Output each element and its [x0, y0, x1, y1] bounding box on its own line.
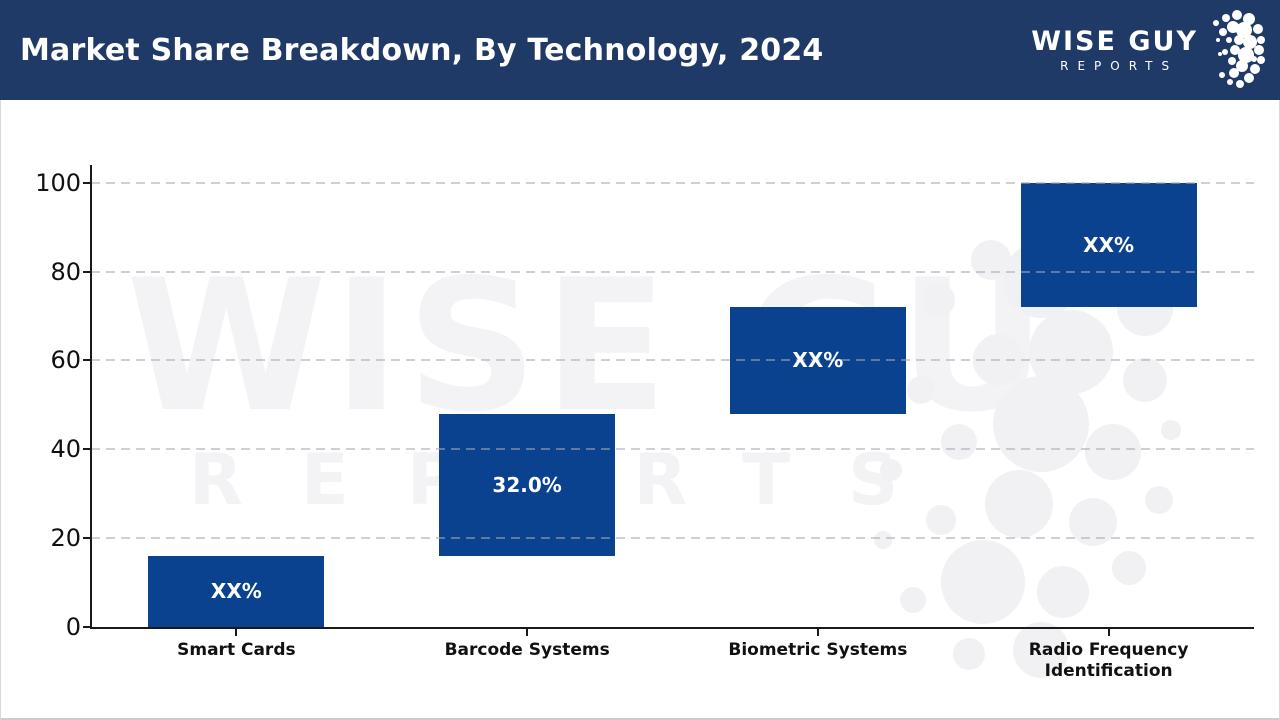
y-gridline [91, 181, 1254, 184]
y-axis-line [90, 165, 92, 629]
y-tick-mark [83, 181, 91, 184]
y-gridline [91, 448, 1254, 451]
y-tick-mark [83, 270, 91, 273]
y-gridline [91, 270, 1254, 273]
y-tick-mark [83, 359, 91, 362]
chart-title: Market Share Breakdown, By Technology, 2… [20, 32, 824, 68]
bar-2 [439, 413, 616, 556]
bar-1 [148, 555, 325, 627]
y-tick-label: 40 [50, 435, 81, 464]
brand-name-text: WISE GUY [1031, 26, 1198, 57]
y-tick-mark [83, 448, 91, 451]
y-tick-label: 0 [65, 613, 81, 641]
x-category-label: Radio Frequency Identification [1028, 640, 1189, 682]
bar-value-label: 32.0% [492, 472, 562, 497]
bar-value-label: XX% [792, 348, 844, 373]
bar-value-label: XX% [210, 579, 262, 604]
x-tick-mark [1107, 628, 1110, 636]
x-axis-line [90, 627, 1254, 629]
x-category-label: Barcode Systems [444, 640, 610, 660]
bar-value-label: XX% [1083, 232, 1135, 257]
bar-4 [1020, 182, 1197, 308]
x-category-label: Smart Cards [177, 640, 296, 660]
x-tick-mark [816, 628, 819, 636]
y-tick-mark [83, 626, 91, 628]
x-tick-mark [526, 628, 529, 636]
brand-logo: WISE GUY REPORTS [1031, 9, 1266, 91]
y-tick-mark [83, 537, 91, 540]
y-tick-label: 20 [50, 524, 81, 553]
brand-wordmark: WISE GUY REPORTS [1031, 28, 1198, 72]
y-tick-label: 100 [35, 168, 81, 197]
logo-head-icon [1213, 10, 1265, 88]
brand-subtitle-text: REPORTS [1060, 59, 1179, 73]
x-category-label: Biometric Systems [728, 640, 908, 660]
y-tick-label: 60 [50, 346, 81, 375]
y-tick-label: 80 [50, 257, 81, 286]
y-gridline [91, 537, 1254, 540]
x-tick-mark [235, 628, 238, 636]
header: Market Share Breakdown, By Technology, 2… [0, 0, 1280, 100]
y-gridline [91, 359, 1254, 362]
